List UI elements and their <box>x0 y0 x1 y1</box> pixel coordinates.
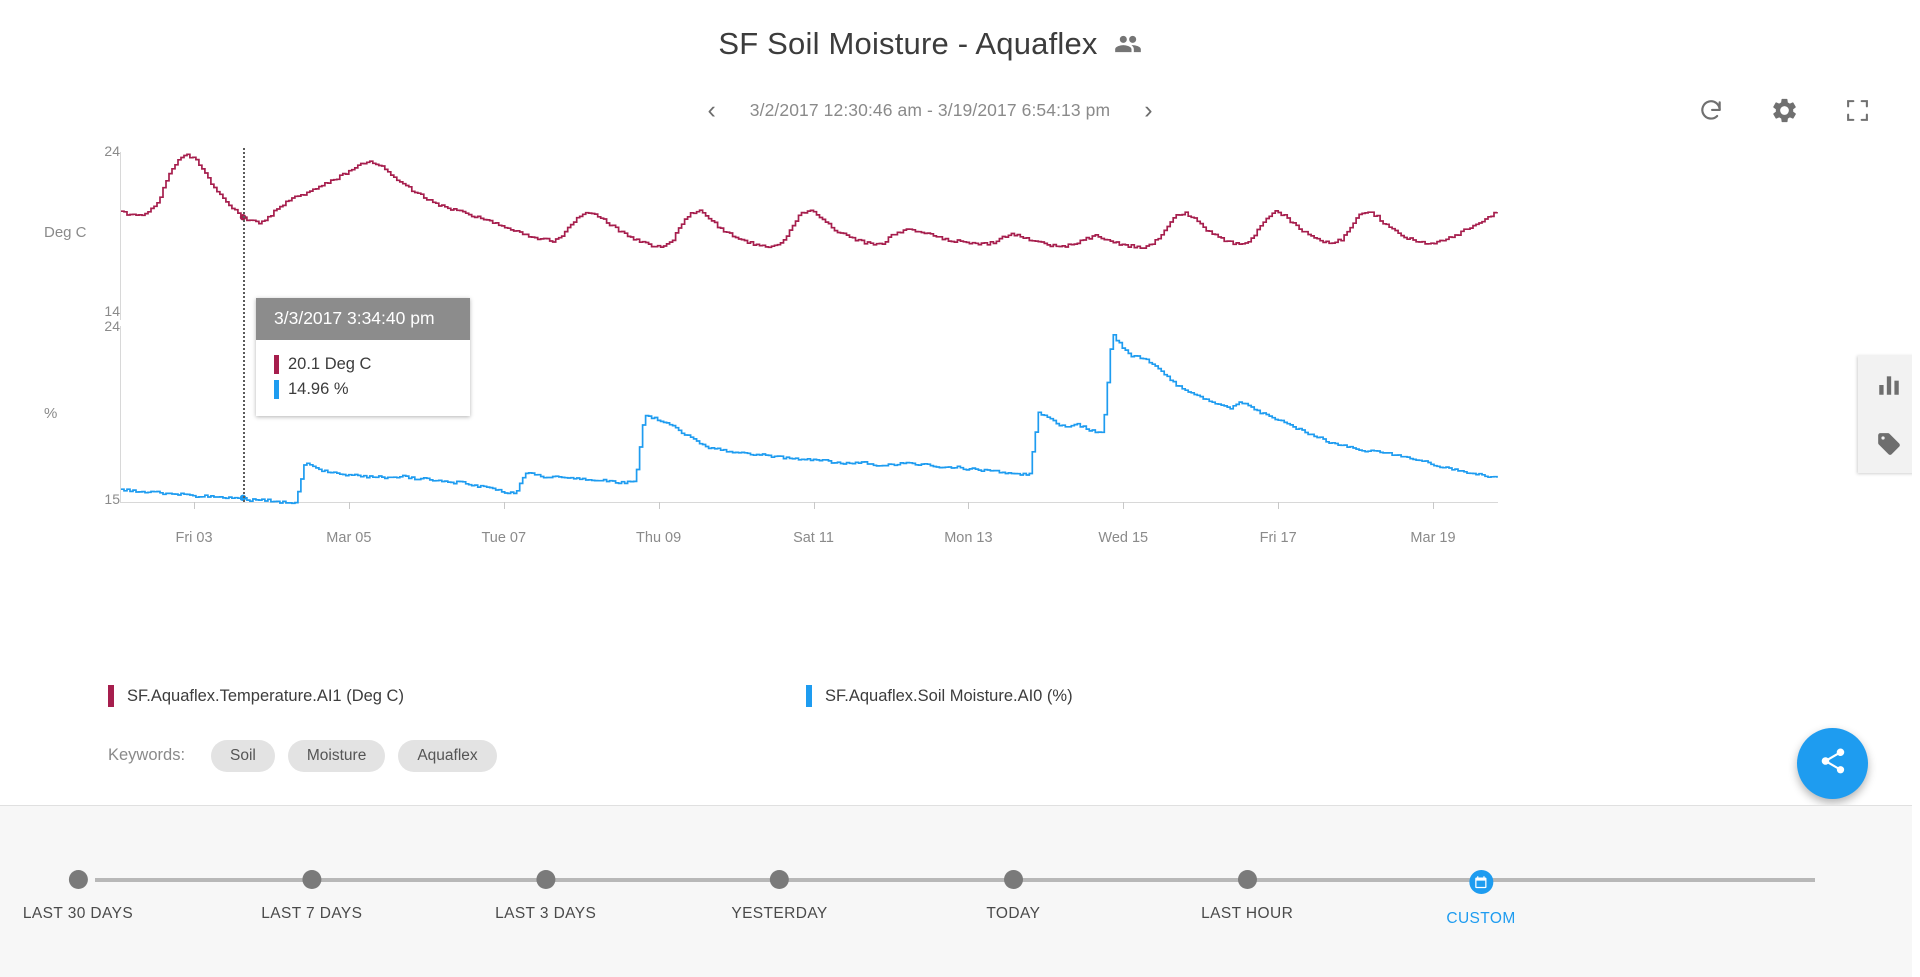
x-tick-label: Mon 13 <box>944 530 993 546</box>
tooltip-swatch-temperature <box>274 355 279 374</box>
x-tickmark <box>968 502 970 509</box>
y-tick-top-min: 14 <box>104 303 120 319</box>
slider-track[interactable] <box>95 878 1815 882</box>
x-tickmark <box>194 502 195 509</box>
x-tickmark <box>348 502 350 509</box>
date-navigation: ‹ 3/2/2017 12:30:46 am - 3/19/2017 6:54:… <box>0 98 1860 123</box>
plot-canvas[interactable] <box>0 150 1500 505</box>
legend-item-moisture[interactable]: SF.Aquaflex.Soil Moisture.AI0 (%) <box>806 685 1073 707</box>
date-range-label[interactable]: 3/2/2017 12:30:46 am - 3/19/2017 6:54:13… <box>749 100 1111 120</box>
slider-stop-custom[interactable]: CUSTOM <box>1446 870 1515 928</box>
refresh-icon[interactable] <box>1698 98 1724 124</box>
next-range-button[interactable]: › <box>1144 96 1153 124</box>
slider-stop-label: YESTERDAY <box>731 905 828 922</box>
x-tick-label: Mar 19 <box>1410 530 1456 546</box>
slider-stop-label: CUSTOM <box>1446 910 1516 927</box>
time-range-slider-bar: LAST 30 DAYS LAST 7 DAYS LAST 3 DAYS YESTER… <box>0 805 1920 977</box>
page-title: SF Soil Moisture - Aquaflex <box>718 26 1098 61</box>
slider-stop-last-3-days[interactable]: LAST 3 DAYS <box>495 870 596 923</box>
slider-stop-label: LAST 7 DAYS <box>261 905 363 922</box>
y-tick-bottom-max: 24 <box>104 318 120 334</box>
tooltip-row-moisture: 14.96 % <box>274 377 470 402</box>
slider-dot <box>68 870 88 889</box>
y-axis-line-top <box>120 152 121 320</box>
x-tick-label: Thu 09 <box>636 530 682 546</box>
share-icon <box>1818 746 1848 781</box>
x-tickmark <box>658 502 660 509</box>
slider-stop-yesterday[interactable]: YESTERDAY <box>731 870 827 923</box>
tooltip-value-temperature: 20.1 Deg C <box>288 355 372 373</box>
prev-range-button[interactable]: ‹ <box>707 96 716 124</box>
x-tick-label: Wed 15 <box>1098 530 1149 546</box>
chart-area[interactable]: Deg C 24 14 % 24 15 3/3/2017 3:34:40 pm … <box>0 143 1860 600</box>
slider-stop-last-hour[interactable]: LAST HOUR <box>1201 870 1293 923</box>
legend-swatch-moisture <box>806 685 812 707</box>
keyword-chip-moisture[interactable]: Moisture <box>287 740 386 772</box>
x-tickmark <box>503 502 505 509</box>
tooltip-timestamp: 3/3/2017 3:34:40 pm <box>256 298 470 340</box>
page-header: SF Soil Moisture - Aquaflex <box>0 26 1860 62</box>
fullscreen-icon[interactable] <box>1845 98 1870 123</box>
y-tick-top-max: 24 <box>104 143 120 159</box>
keywords-label: Keywords: <box>108 746 186 765</box>
x-tickmark <box>1123 502 1125 509</box>
tag-icon[interactable] <box>1876 431 1902 457</box>
x-tick-label: Tue 07 <box>481 530 527 546</box>
slider-stop-last-30-days[interactable]: LAST 30 DAYS <box>23 870 133 923</box>
slider-stop-today[interactable]: TODAY <box>986 870 1040 923</box>
legend-label-moisture: SF.Aquaflex.Soil Moisture.AI0 (%) <box>825 686 1073 705</box>
y-tick-bottom-min: 15 <box>104 491 120 507</box>
series-line <box>121 333 1498 505</box>
x-tick-label: Fri 17 <box>1259 530 1297 546</box>
slider-dot <box>1003 870 1023 889</box>
y-axis-line-bottom <box>120 326 121 502</box>
legend-swatch-temperature <box>108 685 114 707</box>
header-actions <box>1698 96 1870 125</box>
chart-legend: SF.Aquaflex.Temperature.AI1 (Deg C) SF.A… <box>0 685 1860 715</box>
bar-chart-icon[interactable] <box>1876 372 1902 398</box>
slider-stop-label: TODAY <box>986 905 1041 922</box>
tooltip-row-temperature: 20.1 Deg C <box>274 352 470 377</box>
tooltip-swatch-moisture <box>274 380 279 399</box>
calendar-icon <box>1468 870 1493 894</box>
x-tickmark <box>1278 502 1280 509</box>
slider-dot <box>1237 870 1257 889</box>
y-axis-title-top: Deg C <box>44 224 87 241</box>
slider-dot <box>302 870 322 889</box>
slider-dot <box>536 870 556 889</box>
series-line <box>121 153 1498 249</box>
keyword-chip-aquaflex[interactable]: Aquaflex <box>398 740 497 772</box>
hover-tooltip: 3/3/2017 3:34:40 pm 20.1 Deg C 14.96 % <box>256 298 470 416</box>
slider-stop-label: LAST 3 DAYS <box>495 905 597 922</box>
slider-stop-label: LAST 30 DAYS <box>22 905 134 922</box>
x-axis-line <box>120 502 1498 503</box>
crosshair-line <box>243 148 245 502</box>
x-tickmark <box>1433 502 1434 509</box>
keyword-chip-soil[interactable]: Soil <box>211 740 275 772</box>
x-tick-label: Mar 05 <box>326 530 372 546</box>
x-tick-label: Fri 03 <box>175 530 213 546</box>
legend-label-temperature: SF.Aquaflex.Temperature.AI1 (Deg C) <box>127 686 404 705</box>
y-axis-title-bottom: % <box>44 405 58 422</box>
tooltip-values: 20.1 Deg C 14.96 % <box>256 340 470 416</box>
share-fab-button[interactable] <box>1797 728 1868 799</box>
right-edge-strip <box>1912 0 1920 977</box>
x-tick-label: Sat 11 <box>793 530 834 546</box>
people-icon[interactable] <box>1114 34 1142 54</box>
slider-dot <box>770 870 789 889</box>
keywords-row: Keywords: Soil Moisture Aquaflex <box>108 740 497 772</box>
gear-icon[interactable] <box>1770 96 1799 125</box>
tooltip-value-moisture: 14.96 % <box>288 380 349 398</box>
legend-item-temperature[interactable]: SF.Aquaflex.Temperature.AI1 (Deg C) <box>108 685 404 707</box>
slider-stop-last-7-days[interactable]: LAST 7 DAYS <box>261 870 362 923</box>
slider-stop-label: LAST HOUR <box>1201 905 1294 922</box>
chart-tools-panel <box>1858 355 1920 473</box>
x-tickmark <box>813 502 815 509</box>
